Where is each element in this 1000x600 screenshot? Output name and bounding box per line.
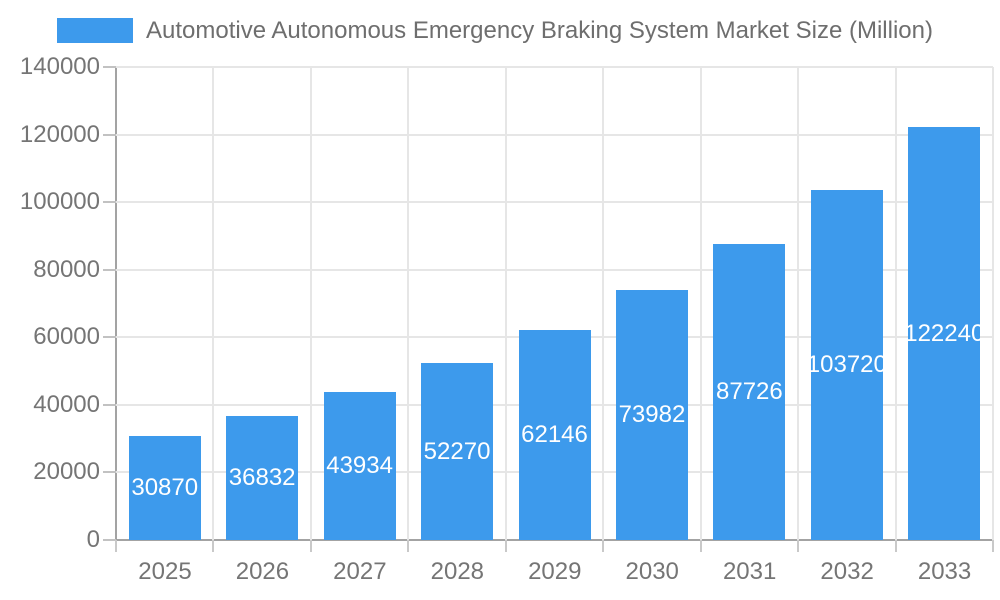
y-tick-label: 140000 [19, 53, 100, 80]
x-tick-label: 2028 [430, 558, 485, 585]
bar-2029[interactable]: 62146 [518, 330, 591, 540]
bar-value-label: 62146 [521, 421, 588, 449]
y-tick-label: 120000 [19, 120, 100, 148]
gridline-vertical [212, 67, 215, 540]
gridline-vertical [797, 67, 800, 540]
y-axis-tick [103, 66, 116, 68]
x-tick-label: 2027 [333, 558, 387, 585]
y-tick-label: 100000 [19, 188, 100, 216]
y-axis-tick [103, 201, 116, 204]
bar-2031[interactable]: 87726 [713, 243, 786, 540]
bar-2030[interactable]: 73982 [615, 290, 688, 540]
x-tick-label: 2026 [235, 558, 290, 585]
x-tick-label: 2031 [722, 558, 777, 585]
gridline-vertical [407, 67, 410, 540]
bar-value-label: 30870 [131, 473, 199, 501]
y-tick-label: 60000 [33, 323, 100, 351]
x-tick-label: 2032 [820, 558, 874, 585]
x-tick-label: 2025 [138, 558, 192, 585]
y-tick-label: 40000 [33, 390, 100, 418]
x-axis-tick [602, 540, 605, 552]
y-axis-tick [103, 403, 116, 406]
x-tick-label: 2033 [917, 558, 972, 585]
bar-2032[interactable]: 103720 [810, 189, 883, 540]
gridline-vertical [602, 67, 605, 540]
gridline-vertical [992, 67, 994, 540]
bar-value-label: 43934 [326, 451, 393, 479]
x-axis-tick [407, 540, 410, 552]
y-axis-tick [103, 539, 116, 541]
x-tick-label: 2030 [625, 558, 679, 585]
plot-area: 30870 36832 43934 52270 62146 73982 87726 10372… [103, 66, 994, 552]
bar-2033[interactable]: 122240 [908, 127, 981, 540]
chart-title: Automotive Autonomous Emergency Braking … [146, 16, 933, 44]
x-axis-line [103, 539, 993, 541]
y-axis-tick [103, 268, 116, 271]
legend-swatch[interactable] [57, 18, 133, 43]
x-axis-tick [699, 540, 702, 552]
y-axis-tick [103, 336, 116, 339]
gridline-vertical [699, 67, 702, 540]
y-axis-line [115, 67, 117, 552]
gridline-horizontal [116, 268, 993, 271]
x-axis-tick [797, 540, 800, 552]
gridline-horizontal [116, 66, 993, 68]
bar-value-label: 87726 [716, 377, 783, 405]
gridline-vertical [309, 67, 312, 540]
x-axis-tick [894, 540, 897, 552]
bar-value-label: 103720 [810, 350, 883, 378]
x-tick-label: 2029 [528, 558, 582, 585]
gridline-horizontal [116, 133, 993, 136]
bar-2027[interactable]: 43934 [323, 391, 396, 540]
bar-value-label: 122240 [908, 319, 981, 347]
gridline-horizontal [116, 201, 993, 204]
x-axis-tick [992, 540, 994, 552]
x-axis-tick [115, 540, 117, 552]
gridline-vertical [504, 67, 507, 540]
x-axis-tick [212, 540, 215, 552]
bar-value-label: 36832 [228, 463, 296, 491]
y-axis-tick [103, 133, 116, 136]
bar-value-label: 73982 [618, 401, 686, 429]
x-axis-tick [309, 540, 312, 552]
legend-item[interactable]: Automotive Autonomous Emergency Braking … [57, 17, 933, 44]
bar-2025[interactable]: 30870 [128, 435, 201, 540]
y-tick-label: 80000 [33, 255, 100, 283]
gridline-vertical [894, 67, 897, 540]
y-tick-label: 0 [86, 526, 100, 553]
bar-value-label: 52270 [423, 437, 491, 465]
bar-2026[interactable]: 36832 [226, 415, 299, 540]
y-tick-label: 20000 [33, 458, 100, 486]
bar-2028[interactable]: 52270 [421, 363, 494, 540]
y-axis-tick [103, 471, 116, 474]
x-axis-tick [504, 540, 507, 552]
